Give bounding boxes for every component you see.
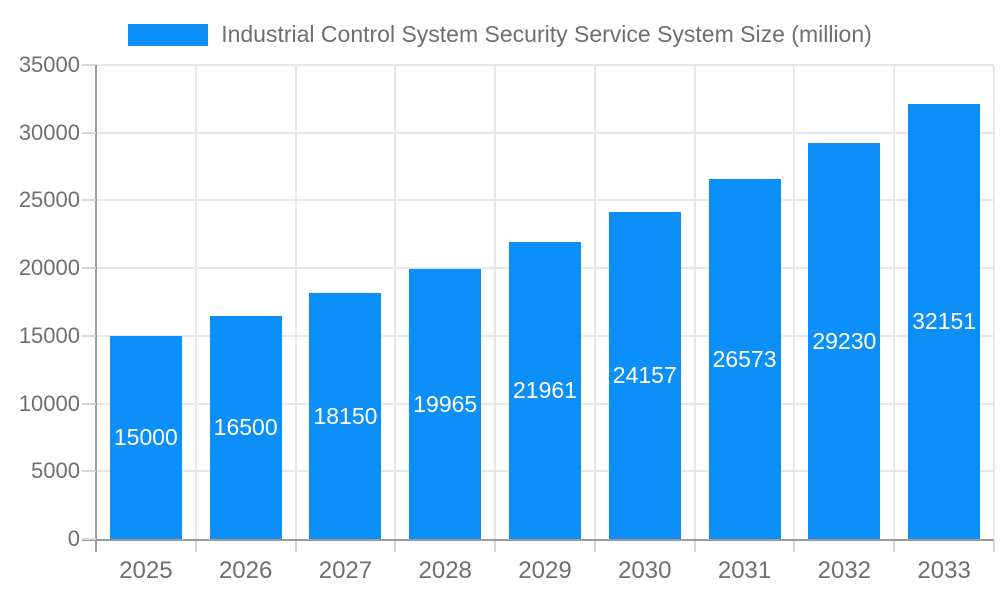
y-tick-label: 5000 [31,458,80,484]
y-tick-label: 25000 [18,187,80,213]
bar-value-label: 15000 [113,424,178,451]
bar-value-label: 18150 [313,403,378,430]
x-tick-label: 2029 [518,557,572,584]
x-tick-label: 2031 [717,557,772,584]
y-tick-label: 0 [67,526,80,551]
gridline-horizontal [96,199,994,202]
x-tick-label: 2032 [817,557,872,584]
y-tick-label: 15000 [18,322,80,348]
x-tick-label: 2025 [119,557,173,584]
x-axis-line [82,539,994,541]
gridline-vertical [593,65,596,539]
y-axis-tick [82,64,96,66]
x-axis-tick [893,541,896,552]
legend-title: Industrial Control System Security Servi… [221,21,872,47]
y-axis-tick [82,334,96,337]
bar [509,241,581,539]
gridline-vertical [693,65,696,539]
bar-value-label: 26573 [712,346,777,373]
y-axis-tick [82,402,96,405]
gridline-vertical [194,65,197,539]
gridline-vertical [494,65,497,539]
y-tick-label: 30000 [18,119,80,145]
x-axis-tick [793,541,796,552]
y-tick-label: 20000 [18,255,80,281]
x-axis-tick [194,541,197,552]
bar-value-label: 32151 [912,308,977,335]
y-tick-label: 10000 [18,390,80,416]
gridline-vertical [893,65,896,539]
bar [608,211,681,539]
gridline-horizontal [96,64,994,66]
y-axis-tick [82,131,96,134]
x-axis-tick [693,541,696,552]
y-axis-line [95,65,97,552]
y-tick-label: 35000 [18,52,80,77]
gridline-vertical [294,65,297,539]
bar [708,179,781,539]
bar-value-label: 19965 [413,390,478,417]
bar-value-label: 24157 [612,362,677,389]
legend[interactable]: Industrial Control System Security Servi… [0,21,1000,48]
y-axis-tick [82,267,96,270]
gridline-vertical [394,65,397,539]
gridline-horizontal [96,131,994,134]
plot-area: 15000 16500 18150 19965 21961 24157 26573 29230… [96,64,995,539]
gridline-vertical [793,65,796,539]
bar [309,293,382,539]
bar-value-label: 29230 [812,328,877,355]
legend-swatch [128,23,209,46]
bar [808,143,881,539]
bar-value-label: 21961 [513,377,577,404]
x-axis-tick [494,541,497,552]
x-axis-tick [394,541,397,552]
gridline-vertical [993,65,995,539]
bar [209,315,282,539]
x-axis-tick [593,541,596,552]
bar [109,335,182,539]
x-tick-label: 2030 [618,557,672,584]
x-axis-tick [294,541,297,552]
bar [409,268,482,539]
x-axis-tick [993,541,995,552]
y-axis-tick [82,538,96,540]
bar-value-label: 16500 [213,414,278,441]
bar [908,103,981,539]
y-axis-tick [82,470,96,473]
x-tick-label: 2026 [218,557,273,584]
x-tick-label: 2027 [318,557,373,584]
y-axis-tick [82,199,96,202]
x-tick-label: 2033 [917,557,971,584]
x-tick-label: 2028 [418,557,472,584]
